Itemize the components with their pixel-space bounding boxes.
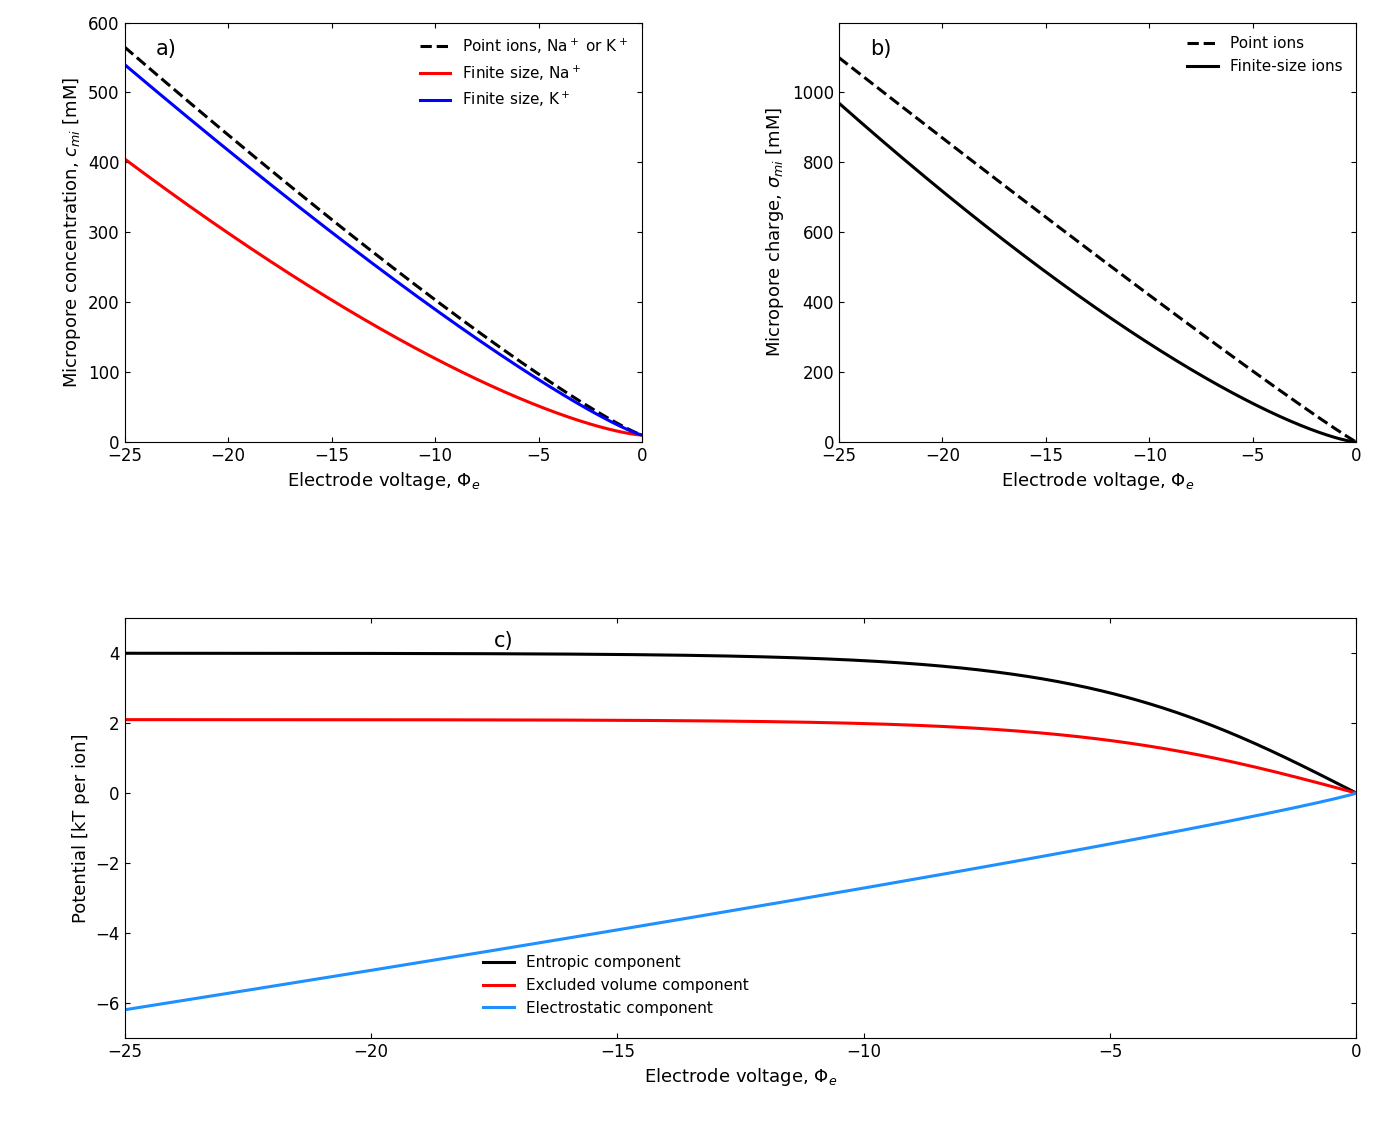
Line: Point ions, Na$^+$ or K$^+$: Point ions, Na$^+$ or K$^+$ [125,47,642,435]
Electrostatic component [116,1003,133,1016]
Point ions [1077,240,1093,254]
Point ions [830,51,847,64]
Finite-size ions [1139,335,1156,349]
Finite size, Na$^+$ [396,335,412,349]
Point ions, Na$^+$ or K$^+$ [396,270,412,283]
Point ions, Na$^+$ or K$^+$ [116,41,133,54]
Line: Finite size, Na$^+$: Finite size, Na$^+$ [125,159,642,435]
Excluded volume component [1125,737,1142,750]
Entropic component [1319,772,1336,785]
Point ions [1255,371,1272,385]
Finite size, K$^+$ [634,429,650,442]
Line: Finite-size ions: Finite-size ions [839,103,1356,442]
Finite size, K$^+$ [425,301,441,315]
Excluded volume component [850,716,866,730]
Finite size, K$^+$ [116,58,133,71]
Finite-size ions [1077,293,1093,307]
Electrostatic component [783,893,800,907]
Point ions, Na$^+$ or K$^+$ [621,423,638,437]
Entropic component [702,649,718,662]
Excluded volume component [702,714,718,728]
Legend: Entropic component, Excluded volume component, Electrostatic component: Entropic component, Excluded volume comp… [477,950,754,1022]
Finite-size ions [1110,317,1127,331]
Finite size, Na$^+$ [425,351,441,364]
Point ions [1336,428,1352,441]
X-axis label: Electrode voltage, $\Phi_e$: Electrode voltage, $\Phi_e$ [644,1066,837,1089]
Line: Electrostatic component: Electrostatic component [125,793,1356,1010]
Excluded volume component [116,713,133,726]
Finite size, K$^+$ [365,257,382,271]
Point ions, Na$^+$ or K$^+$ [425,291,441,305]
Text: b): b) [869,39,891,60]
Electrostatic component [1125,832,1142,846]
X-axis label: Electrode voltage, $\Phi_e$: Electrode voltage, $\Phi_e$ [1001,470,1194,493]
Entropic component [1125,693,1142,706]
Excluded volume component [709,714,725,728]
Finite size, Na$^+$ [621,426,638,440]
Point ions [1348,435,1365,449]
Legend: Point ions, Finite-size ions: Point ions, Finite-size ions [1181,30,1348,80]
Finite-size ions [1336,433,1352,447]
Finite size, Na$^+$ [363,316,379,329]
Point ions, Na$^+$ or K$^+$ [634,429,650,442]
Point ions, Na$^+$ or K$^+$ [541,374,558,388]
Point ions [1080,243,1096,256]
Entropic component [116,646,133,660]
Electrostatic component [702,908,718,922]
Point ions [1139,287,1156,300]
Point ions [1110,265,1127,279]
Point ions, Na$^+$ or K$^+$ [363,244,379,257]
X-axis label: Electrode voltage, $\Phi_e$: Electrode voltage, $\Phi_e$ [286,470,480,493]
Excluded volume component [1319,778,1336,792]
Finite size, Na$^+$ [116,152,133,166]
Finite-size ions [1080,296,1096,309]
Entropic component [850,653,866,667]
Finite size, K$^+$ [541,379,558,393]
Finite size, K$^+$ [621,424,638,438]
Electrostatic component [709,907,725,920]
Excluded volume component [1348,786,1365,800]
Finite size, K$^+$ [363,255,379,268]
Finite size, K$^+$ [396,281,412,294]
Entropic component [783,651,800,664]
Line: Excluded volume component: Excluded volume component [125,720,1356,793]
Legend: Point ions, Na$^+$ or K$^+$, Finite size, Na$^+$, Finite size, K$^+$: Point ions, Na$^+$ or K$^+$, Finite size… [414,30,634,115]
Y-axis label: Micropore concentration, $c_{mi}$ [mM]: Micropore concentration, $c_{mi}$ [mM] [61,77,83,388]
Electrostatic component [1348,786,1365,800]
Finite size, Na$^+$ [365,318,382,332]
Line: Finite size, K$^+$: Finite size, K$^+$ [125,64,642,435]
Finite-size ions [830,96,847,109]
Entropic component [709,649,725,662]
Finite-size ions [1255,402,1272,415]
Y-axis label: Potential [kT per ion]: Potential [kT per ion] [72,733,90,923]
Finite-size ions [1348,435,1365,449]
Electrostatic component [850,882,866,896]
Line: Point ions: Point ions [839,58,1356,442]
Finite size, Na$^+$ [541,403,558,416]
Y-axis label: Micropore charge, $\sigma_{mi}$ [mM]: Micropore charge, $\sigma_{mi}$ [mM] [764,107,786,358]
Point ions, Na$^+$ or K$^+$ [365,246,382,259]
Finite size, Na$^+$ [634,429,650,442]
Line: Entropic component: Entropic component [125,653,1356,793]
Electrostatic component [1319,794,1336,808]
Text: a): a) [155,39,177,60]
Entropic component [1348,786,1365,800]
Excluded volume component [783,715,800,729]
Text: c): c) [494,631,513,651]
